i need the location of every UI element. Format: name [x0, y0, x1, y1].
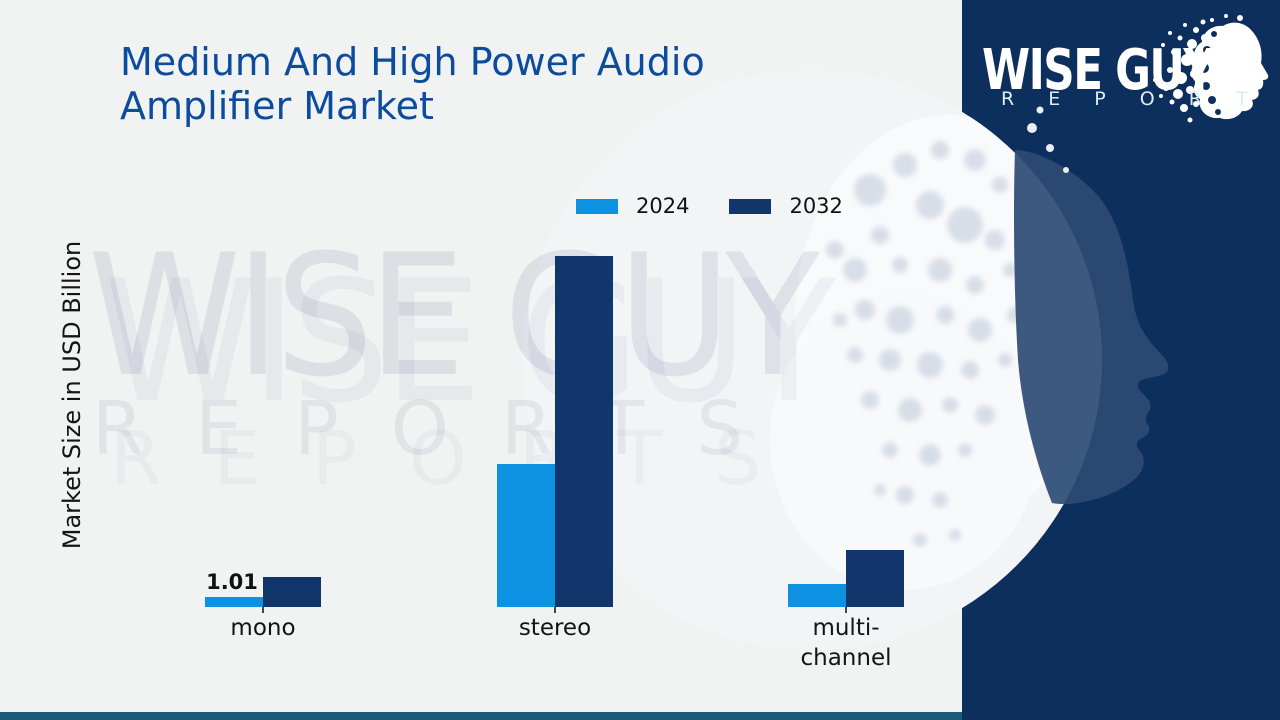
brain-highlight [770, 115, 1102, 590]
logo-brand-text: WISE GUY [982, 38, 1215, 103]
title-line-1: Medium And High Power Audio [120, 40, 705, 84]
watermark-text-secondary-echo: REPORTS [110, 416, 813, 502]
footer-bar [0, 712, 962, 720]
watermark-text-secondary: REPORTS [92, 386, 796, 472]
legend-swatch-2024 [576, 198, 618, 214]
logo-head-dots [1153, 14, 1243, 123]
bar-2032-stereo [555, 256, 613, 607]
navy-panel [962, 0, 1280, 720]
legend-label-2024: 2024 [636, 194, 690, 218]
bar-2024-mono [205, 597, 263, 607]
x-axis-tick [554, 607, 556, 613]
bar-2032-mono [263, 577, 321, 607]
y-axis-label: Market Size in USD Billion [58, 240, 86, 550]
legend-swatch-2032 [729, 198, 772, 214]
legend-label-2032: 2032 [789, 194, 843, 218]
page-title: Medium And High Power Audio Amplifier Ma… [120, 40, 780, 128]
legend-item-2024: 2024 [576, 194, 689, 218]
bar-2024-multi-channel [788, 584, 846, 607]
bar-value-label: 1.01 [206, 570, 258, 594]
x-axis-tick [845, 607, 847, 613]
x-axis-category-label: stereo [518, 615, 592, 641]
bar-2024-stereo [497, 464, 555, 607]
x-axis-category-label: multi-channel [800, 615, 892, 671]
bar-2032-multi-channel [846, 550, 904, 607]
watermark-text-primary: WISE GUY [88, 218, 820, 414]
x-axis-category-label: mono [230, 615, 296, 641]
logo-head-icon [1153, 14, 1269, 123]
logo-sub-text: R E P O R T S [1001, 88, 1280, 110]
boundary-dots [1027, 106, 1069, 173]
face-profile-silhouette [1014, 150, 1169, 505]
watermark-text-primary-echo: WISE GUY [104, 244, 836, 440]
title-line-2: Amplifier Market [120, 84, 434, 128]
x-axis-tick [262, 607, 264, 613]
brain-dots-pattern [826, 141, 1023, 547]
background-circle [522, 70, 1102, 650]
legend-item-2032: 2032 [729, 194, 843, 218]
chart-legend: 2024 2032 [576, 194, 843, 218]
